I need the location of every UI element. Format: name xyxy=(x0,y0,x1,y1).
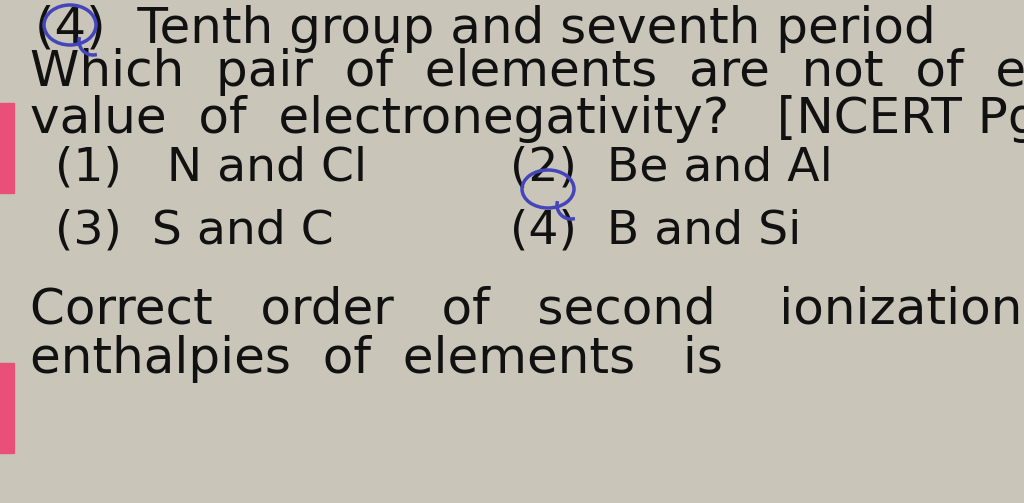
Text: (3)  S and C: (3) S and C xyxy=(55,208,334,253)
Bar xyxy=(0,103,14,193)
Text: (4)  B and Si: (4) B and Si xyxy=(510,208,801,253)
Text: (4)  Tenth group and seventh period: (4) Tenth group and seventh period xyxy=(35,5,936,53)
Text: (2)  Be and Al: (2) Be and Al xyxy=(510,145,833,190)
Text: Which  pair  of  elements  are  not  of  equal: Which pair of elements are not of equal xyxy=(30,48,1024,96)
Text: (1)   N and Cl: (1) N and Cl xyxy=(55,145,367,190)
Text: enthalpies  of  elements   is: enthalpies of elements is xyxy=(30,335,723,383)
Text: value  of  electronegativity?   [NCERT Pg. 91]: value of electronegativity? [NCERT Pg. 9… xyxy=(30,95,1024,143)
Text: Correct   order   of   second    ionization: Correct order of second ionization xyxy=(30,285,1022,333)
Bar xyxy=(0,363,14,453)
